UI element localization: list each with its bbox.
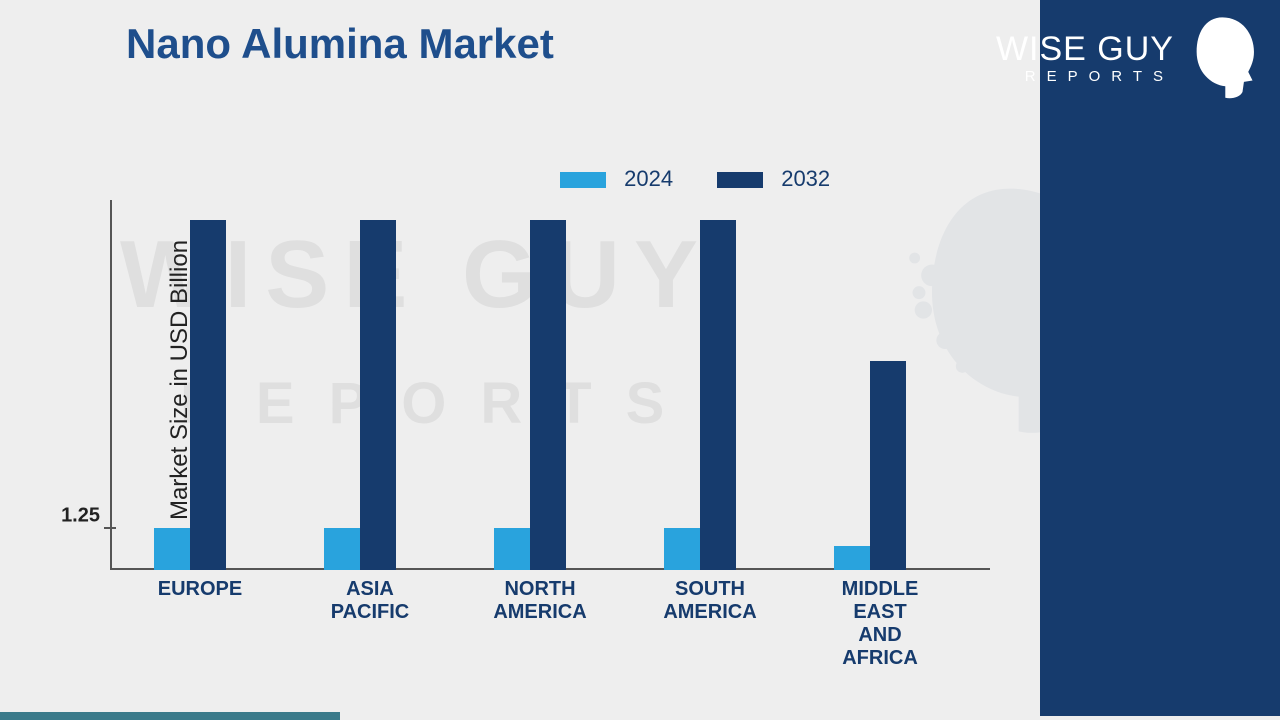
page: WISE GUY REPORTS Nano Alumina Market WIS… <box>0 0 1280 720</box>
y-axis-line <box>110 200 112 570</box>
bar-2032 <box>190 220 226 570</box>
category-label: MIDDLEEASTANDAFRICA <box>800 570 960 670</box>
legend-swatch-2032 <box>717 172 763 188</box>
category-label: NORTHAMERICA <box>460 570 620 624</box>
bar-group: MIDDLEEASTANDAFRICA <box>820 200 940 570</box>
bar-2024 <box>494 528 530 570</box>
bar-2024 <box>834 546 870 570</box>
legend-item-2032: 2032 <box>717 166 830 192</box>
legend-label-2024: 2024 <box>624 166 673 191</box>
y-tick-label: 1.25 <box>61 504 110 527</box>
legend-swatch-2024 <box>560 172 606 188</box>
right-panel <box>1040 0 1280 716</box>
bar-chart: 1.25EUROPEASIAPACIFICNORTHAMERICASOUTHAM… <box>110 200 990 570</box>
bar-group: EUROPE <box>140 200 260 570</box>
bar-group: SOUTHAMERICA <box>650 200 770 570</box>
bar-2032 <box>870 361 906 570</box>
bar-group: NORTHAMERICA <box>480 200 600 570</box>
legend-item-2024: 2024 <box>560 166 673 192</box>
bar-group: ASIAPACIFIC <box>310 200 430 570</box>
category-label: SOUTHAMERICA <box>630 570 790 624</box>
legend: 2024 2032 <box>560 166 830 192</box>
bar-2024 <box>154 528 190 570</box>
chart-title: Nano Alumina Market <box>126 20 554 68</box>
bar-2024 <box>664 528 700 570</box>
brand-head-icon <box>1182 16 1260 102</box>
bottom-accent-strip <box>0 712 340 720</box>
brand-logo: WISE GUY REPORTS <box>996 14 1260 104</box>
brand-sub: REPORTS <box>996 66 1174 87</box>
category-label: ASIAPACIFIC <box>290 570 450 624</box>
legend-label-2032: 2032 <box>781 166 830 191</box>
category-label: EUROPE <box>120 570 280 601</box>
bar-2024 <box>324 528 360 570</box>
brand-name: WISE GUY <box>996 32 1174 66</box>
bar-2032 <box>530 220 566 570</box>
bar-2032 <box>360 220 396 570</box>
bar-2032 <box>700 220 736 570</box>
